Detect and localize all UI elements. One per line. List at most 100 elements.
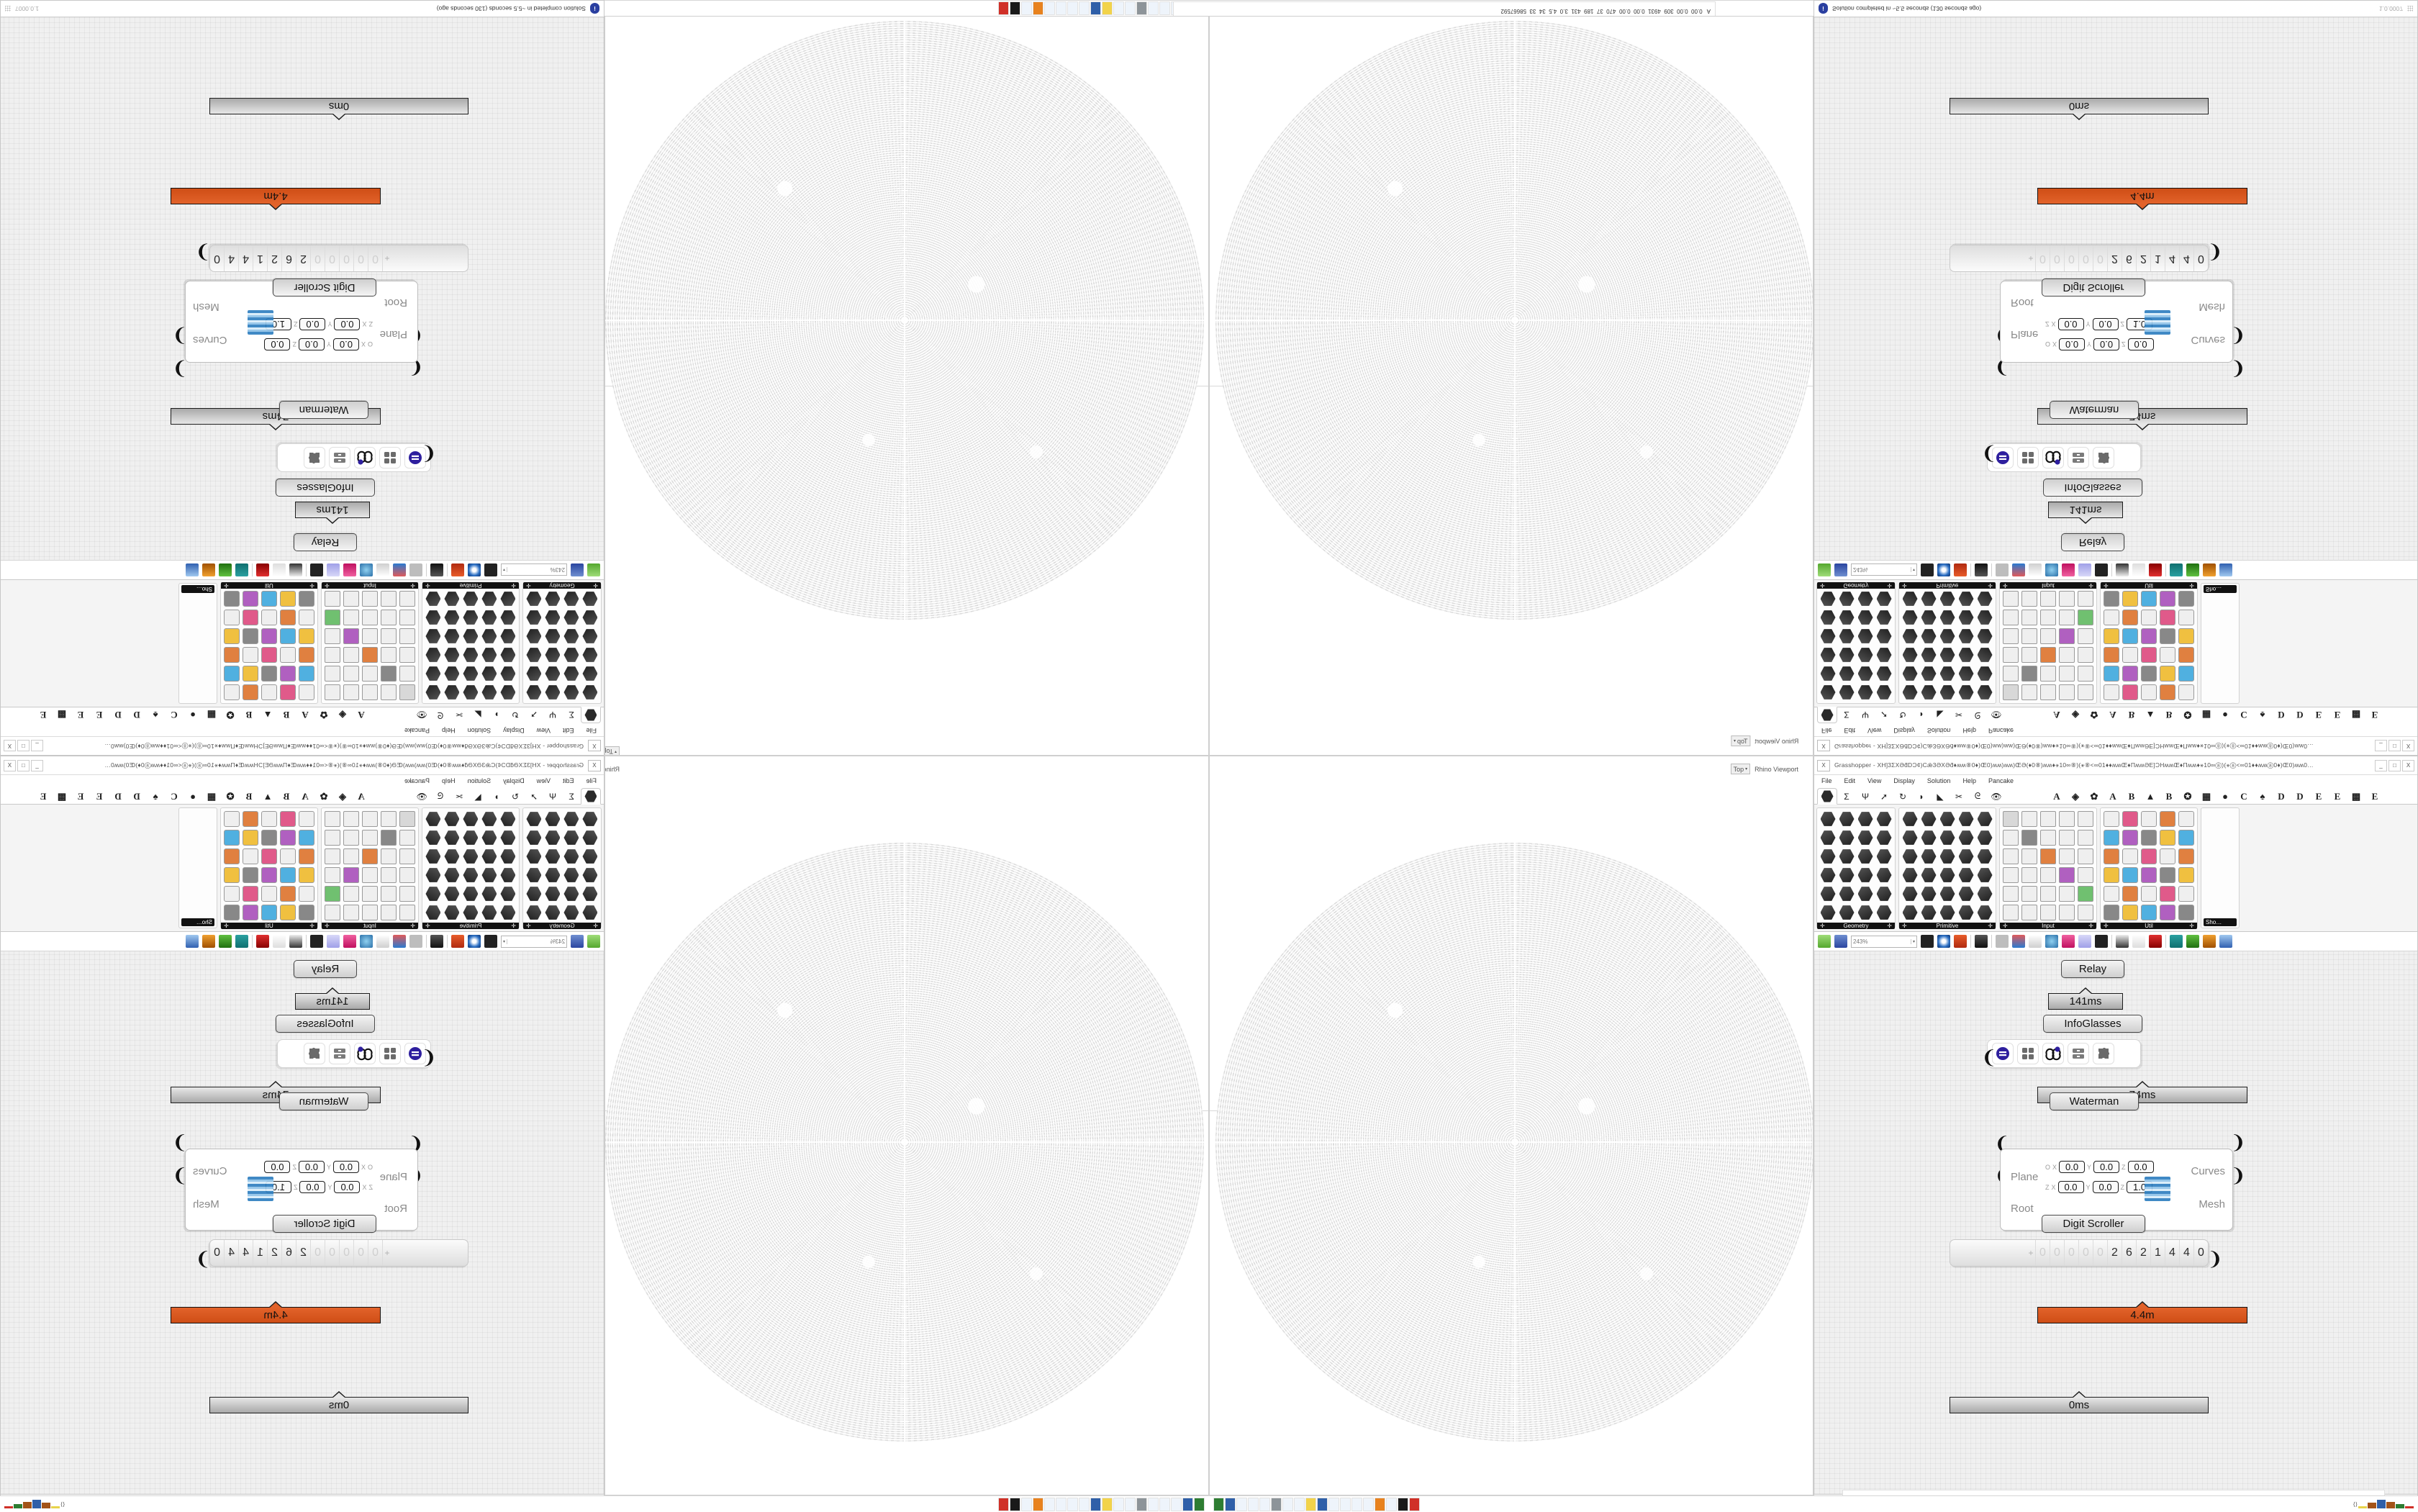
ribbon-component-icon[interactable] xyxy=(1857,848,1874,865)
idea-icon[interactable] xyxy=(2078,563,2091,576)
rhino-viewport-bottom-left[interactable]: Rhino Viewport Top ▾ xyxy=(604,756,1209,1495)
ribbon-component-icon[interactable] xyxy=(261,628,278,645)
ribbon-tab-3[interactable]: ➚ xyxy=(1880,710,1888,720)
at-icon[interactable] xyxy=(1996,563,2009,576)
paint-icon[interactable] xyxy=(451,563,464,576)
ribbon-component-icon[interactable] xyxy=(1976,646,1993,664)
ribbon-component-icon[interactable] xyxy=(1838,848,1855,865)
time-0ms-bar[interactable]: 0ms xyxy=(209,98,468,114)
ribbon-component-icon[interactable] xyxy=(1838,646,1855,664)
ribbon-component-icon[interactable] xyxy=(298,829,315,846)
system-menu-button[interactable]: X xyxy=(1817,740,1830,752)
close-button[interactable]: X xyxy=(4,759,16,771)
ribbon-category-5[interactable]: ▲ xyxy=(2145,710,2155,721)
infoglasses-toolbar[interactable] xyxy=(1987,1039,2141,1068)
time-44m-bar[interactable]: 4.4m xyxy=(2037,1301,2247,1323)
ribbon-component-icon[interactable] xyxy=(2021,810,2038,828)
ribbon-component-icon[interactable] xyxy=(1957,848,1975,865)
ribbon-component-icon[interactable] xyxy=(1838,590,1855,607)
help-icon[interactable] xyxy=(2062,563,2075,576)
scroller-digit-4[interactable]: 0 xyxy=(311,245,325,271)
ribbon-component-icon[interactable] xyxy=(1838,609,1855,626)
ribbon-component-icon[interactable] xyxy=(1939,684,1956,701)
ribbon-component-icon[interactable] xyxy=(2039,609,2057,626)
panel-expand-icon[interactable]: ✛ xyxy=(2088,923,2093,929)
ribbon-tab-5[interactable]: ◗ xyxy=(1919,791,1924,802)
ribbon-component-icon[interactable] xyxy=(2058,646,2075,664)
ribbon-tab-3[interactable]: ➚ xyxy=(1880,791,1888,802)
plane-zaxis_values-Y[interactable]: 0.0 xyxy=(2092,1181,2119,1193)
ribbon-component-icon[interactable] xyxy=(581,829,599,846)
ribbon-component-icon[interactable] xyxy=(544,684,561,701)
menu-item-display[interactable]: Display xyxy=(1893,777,1915,784)
ribbon-component-icon[interactable] xyxy=(399,628,416,645)
ribbon-component-icon[interactable] xyxy=(298,885,315,902)
digit-scroller-node[interactable]: Digit Scroller xyxy=(273,279,376,296)
ribbon-component-icon[interactable] xyxy=(544,904,561,921)
ribbon-component-icon[interactable] xyxy=(1920,609,1937,626)
ribbon-category-12[interactable]: D xyxy=(2278,790,2285,802)
ribbon-component-icon[interactable] xyxy=(1875,590,1893,607)
ribbon-component-icon[interactable] xyxy=(563,646,580,664)
menu-item-edit[interactable]: Edit xyxy=(562,727,574,734)
scroller-digit-8[interactable]: 1 xyxy=(253,1240,268,1266)
taskbar-apps-center-b[interactable] xyxy=(998,1497,1420,1511)
ribbon-component-icon[interactable] xyxy=(324,684,341,701)
scroller-track[interactable] xyxy=(391,1240,468,1266)
grasshopper-canvas[interactable]: Relay141msInfoGlasses❨74msWaterman❨❨❩❩Pl… xyxy=(1,951,604,1494)
menu-item-view[interactable]: View xyxy=(536,727,551,734)
ribbon-component-icon[interactable] xyxy=(2077,885,2094,902)
ribbon-component-icon[interactable] xyxy=(581,590,599,607)
ribbon-component-icon[interactable] xyxy=(223,628,240,645)
server-stack-icon[interactable] xyxy=(329,1043,350,1064)
zoom-extents-icon[interactable] xyxy=(484,935,497,948)
ribbon-component-icon[interactable] xyxy=(1920,866,1937,884)
plane-zaxis_values-X[interactable]: 0.0 xyxy=(2057,1181,2084,1193)
ribbon-component-icon[interactable] xyxy=(1920,628,1937,645)
ribbon-component-icon[interactable] xyxy=(361,904,379,921)
ribbon-component-icon[interactable] xyxy=(2178,829,2195,846)
ribbon-category-4[interactable]: B xyxy=(283,710,290,721)
plane-origin_values-Y[interactable]: 0.0 xyxy=(298,1161,325,1173)
open-file-icon[interactable] xyxy=(587,563,600,576)
ribbon-component-icon[interactable] xyxy=(242,609,259,626)
ribbon-component-icon[interactable] xyxy=(1976,810,1993,828)
scroller-digit-10[interactable]: 4 xyxy=(2179,245,2193,271)
ribbon-category-13[interactable]: D xyxy=(2296,790,2304,802)
idea-icon[interactable] xyxy=(2078,935,2091,948)
scroller-digit-9[interactable]: 4 xyxy=(2165,1240,2179,1266)
ribbon-component-icon[interactable] xyxy=(361,665,379,682)
panel-pin-icon[interactable]: ✛ xyxy=(1820,582,1825,589)
glasses-icon[interactable] xyxy=(2204,661,2221,678)
four-squares-icon[interactable] xyxy=(2017,447,2039,468)
menu-item-edit[interactable]: Edit xyxy=(1844,777,1856,784)
menu-item-help[interactable]: Help xyxy=(1962,727,1976,734)
blue-icon[interactable] xyxy=(2219,935,2232,948)
ribbon-category-16[interactable]: ▩ xyxy=(2351,790,2361,802)
ribbon-category-0[interactable]: A xyxy=(358,710,365,721)
ribbon-category-10[interactable]: C xyxy=(2240,710,2247,721)
zoom-level-input[interactable]: 243% ▾ xyxy=(501,935,567,948)
ribbon-category-14[interactable]: E xyxy=(2315,790,2322,802)
ribbon-component-icon[interactable] xyxy=(2178,628,2195,645)
save-file-icon[interactable] xyxy=(571,563,584,576)
ribbon-panel-primitive[interactable]: ✛ Primitive ✛ xyxy=(422,582,520,704)
menu-item-pancake[interactable]: Pancake xyxy=(1988,727,2014,734)
ribbon-category-2[interactable]: ✿ xyxy=(2090,710,2098,721)
cluster-icon[interactable] xyxy=(2095,935,2108,948)
equals-circle-icon[interactable] xyxy=(404,1043,426,1064)
ribbon-component-icon[interactable] xyxy=(2039,646,2057,664)
panel-expand-icon[interactable]: ✛ xyxy=(325,582,330,589)
ribbon-component-icon[interactable] xyxy=(525,885,543,902)
ribbon-component-icon[interactable] xyxy=(2077,628,2094,645)
ribbon-tab-7[interactable]: ✂ xyxy=(1955,710,1963,720)
ribbon-component-icon[interactable] xyxy=(1857,609,1874,626)
ribbon-component-icon[interactable] xyxy=(343,829,360,846)
glasses-badge-icon[interactable] xyxy=(354,1043,376,1064)
display-icon[interactable] xyxy=(2204,638,2221,655)
ribbon-component-icon[interactable] xyxy=(1920,665,1937,682)
menu-item-display[interactable]: Display xyxy=(1893,727,1915,734)
ribbon-component-icon[interactable] xyxy=(499,628,517,645)
menu-item-file[interactable]: File xyxy=(1821,777,1832,784)
equals-circle-icon[interactable] xyxy=(1992,447,2014,468)
